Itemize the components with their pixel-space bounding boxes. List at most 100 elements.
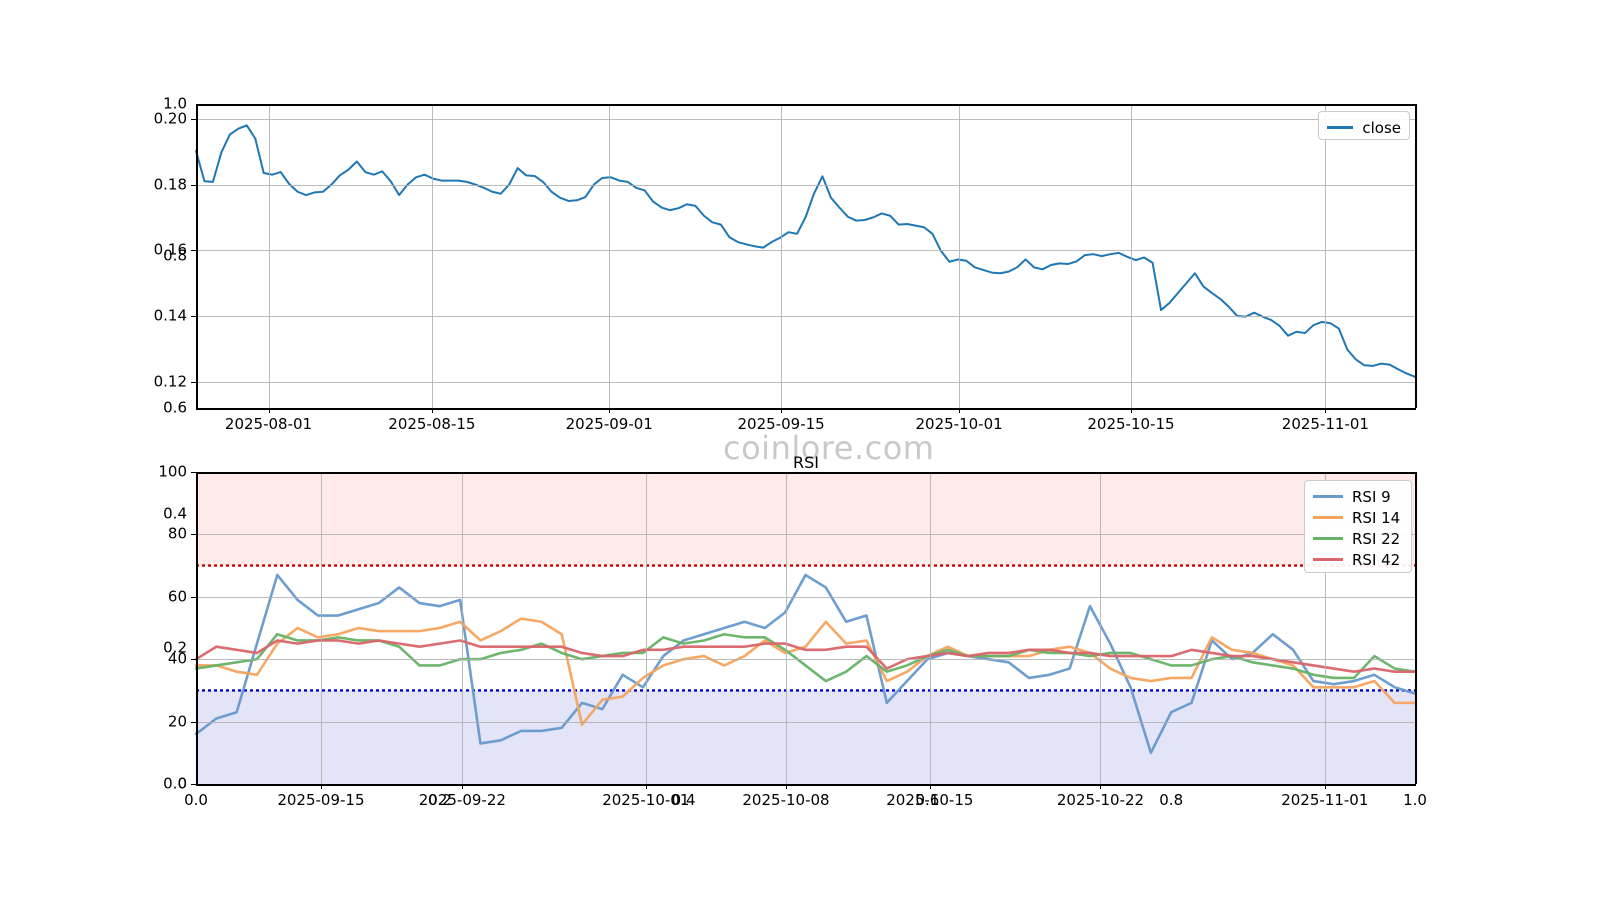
rsi-xtick-label-5: 2025-10-22 — [1056, 791, 1145, 809]
price-xtick-label-6: 2025-11-01 — [1281, 415, 1369, 433]
rsi-ytick-mark-1 — [191, 721, 196, 723]
legend-item-rsi-42: RSI 42 — [1313, 549, 1403, 570]
legend-label-rsi-9: RSI 9 — [1352, 487, 1391, 506]
price-gridline-h-3 — [196, 315, 1415, 317]
rsi-ytick-mark-5 — [191, 472, 196, 473]
price-legend: close — [1318, 111, 1410, 140]
legend-label-rsi-14: RSI 14 — [1352, 508, 1401, 527]
rsi-gridline-h-3 — [196, 596, 1415, 598]
legend-label-rsi-22: RSI 22 — [1352, 529, 1401, 548]
rsi14-line-swatch — [1313, 516, 1343, 519]
price-xtick-label-1: 2025-08-15 — [388, 415, 476, 433]
rsi-xtick-mark-1 — [462, 784, 464, 789]
rsi-gridline-v-3 — [785, 472, 787, 784]
rsi-panel-title: RSI — [793, 453, 819, 472]
price-gridline-v-4 — [959, 104, 961, 408]
price-ytick-label-0: 0.20 — [153, 109, 187, 128]
price-xtick-mark-2 — [609, 408, 611, 413]
price-fraction-ytick-label-2: 0.6 — [163, 398, 187, 417]
rsi-gridline-v-2 — [645, 472, 647, 784]
price-plot-lines — [195, 124, 1416, 378]
price-spine-left — [196, 104, 198, 408]
rsi-fraction-xtick-label-1: 0.2 — [427, 791, 452, 809]
rsi-gridline-h-4 — [196, 534, 1415, 536]
rsi-ytick-mark-4 — [191, 534, 196, 536]
legend-item-rsi-9: RSI 9 — [1313, 486, 1403, 507]
rsi-fraction-xtick-label-5: 1.0 — [1403, 791, 1427, 809]
rsi-xtick-mark-2 — [645, 784, 647, 789]
price-spine-right — [1415, 104, 1417, 408]
rsi-42-line — [194, 639, 1417, 673]
rsi-gridline-v-6 — [1324, 472, 1326, 784]
legend-item-close: close — [1327, 117, 1401, 138]
legend-item-rsi-22: RSI 22 — [1313, 528, 1403, 549]
price-gridline-v-0 — [268, 104, 270, 408]
overbought-band — [196, 472, 1415, 566]
price-xtick-mark-4 — [959, 408, 961, 413]
price-ytick-mark-0 — [191, 118, 196, 120]
legend-label-rsi-42: RSI 42 — [1352, 550, 1401, 569]
rsi-gridline-v-0 — [320, 472, 322, 784]
price-ytick-label-3: 0.14 — [153, 306, 187, 325]
rsi-fraction-xtick-label-2: 0.4 — [671, 791, 696, 809]
rsi-xtick-label-0: 2025-09-15 — [277, 791, 365, 809]
price-spine-top — [196, 104, 1416, 106]
rsi-xtick-label-4: 2025-10-15 — [886, 791, 974, 809]
legend-label-close: close — [1362, 118, 1401, 137]
price-ytick-label-4: 0.12 — [153, 372, 187, 391]
price-gridline-v-3 — [781, 104, 783, 408]
price-chart-panel — [195, 104, 1416, 408]
rsi-ytick-label-5: 100 — [158, 462, 187, 481]
rsi-xtick-mark-6 — [1324, 784, 1326, 789]
rsi-legend: RSI 9 RSI 14 RSI 22 RSI 42 — [1304, 480, 1412, 573]
price-ytick-mark-1 — [191, 184, 196, 186]
rsi-xtick-mark-3 — [785, 784, 787, 789]
rsi-fraction-xtick-label-0: 0.0 — [184, 791, 208, 809]
price-spine-bottom — [196, 408, 1416, 410]
price-ytick-mark-4 — [191, 381, 196, 383]
price-xtick-label-3: 2025-09-15 — [737, 415, 825, 433]
rsi9-line-swatch — [1313, 495, 1343, 498]
rsi-ytick-label-1: 20 — [167, 712, 187, 731]
rsi22-line-swatch — [1313, 537, 1343, 540]
rsi-chart-panel — [194, 472, 1417, 784]
rsi-gridline-v-5 — [1100, 472, 1102, 784]
price-fraction-ytick-label-0: 1.0 — [163, 94, 187, 113]
rsi-gridline-v-1 — [462, 472, 464, 784]
price-gridline-h-0 — [196, 118, 1415, 120]
price-fraction-ytick-label-1: 0.8 — [163, 246, 187, 265]
price-xtick-label-4: 2025-10-01 — [915, 415, 1003, 433]
price-ytick-label-1: 0.18 — [153, 175, 187, 194]
price-ytick-mark-2 — [191, 250, 196, 252]
rsi-spine-bottom — [196, 784, 1416, 786]
price-xtick-label-2: 2025-09-01 — [565, 415, 653, 433]
rsi-ytick-mark-0 — [191, 784, 196, 785]
price-xtick-mark-1 — [431, 408, 433, 413]
price-xtick-label-5: 2025-10-15 — [1087, 415, 1175, 433]
legend-item-rsi-14: RSI 14 — [1313, 507, 1403, 528]
rsi-ytick-mark-2 — [191, 659, 196, 661]
rsi-plot-lines — [194, 472, 1417, 784]
rsi-ytick-label-0: 0 — [177, 774, 187, 793]
price-ytick-label-2: 0.16 — [153, 240, 187, 259]
rsi-gridline-v-4 — [929, 472, 931, 784]
price-gridline-v-1 — [431, 104, 433, 408]
price-gridline-h-2 — [196, 250, 1415, 252]
rsi-fraction-ytick-label-1: 0.2 — [163, 638, 187, 657]
price-gridline-h-1 — [196, 184, 1415, 186]
rsi-xtick-mark-5 — [1100, 784, 1102, 789]
rsi-spine-left — [196, 472, 198, 784]
price-ytick-mark-3 — [191, 315, 196, 317]
rsi-xtick-label-3: 2025-10-08 — [742, 791, 830, 809]
oversold-band — [196, 690, 1415, 784]
price-xtick-mark-0 — [268, 408, 270, 413]
rsi-fraction-xtick-label-3: 0.6 — [915, 791, 940, 809]
rsi-spine-right — [1415, 472, 1417, 784]
close-line-swatch — [1327, 126, 1354, 129]
price-xtick-mark-6 — [1325, 408, 1327, 413]
price-xtick-label-0: 2025-08-01 — [224, 415, 313, 433]
rsi-xtick-label-2: 2025-10-01 — [602, 791, 690, 809]
rsi-xtick-label-1: 2025-09-22 — [418, 791, 506, 809]
rsi-gridline-h-1 — [196, 721, 1415, 723]
